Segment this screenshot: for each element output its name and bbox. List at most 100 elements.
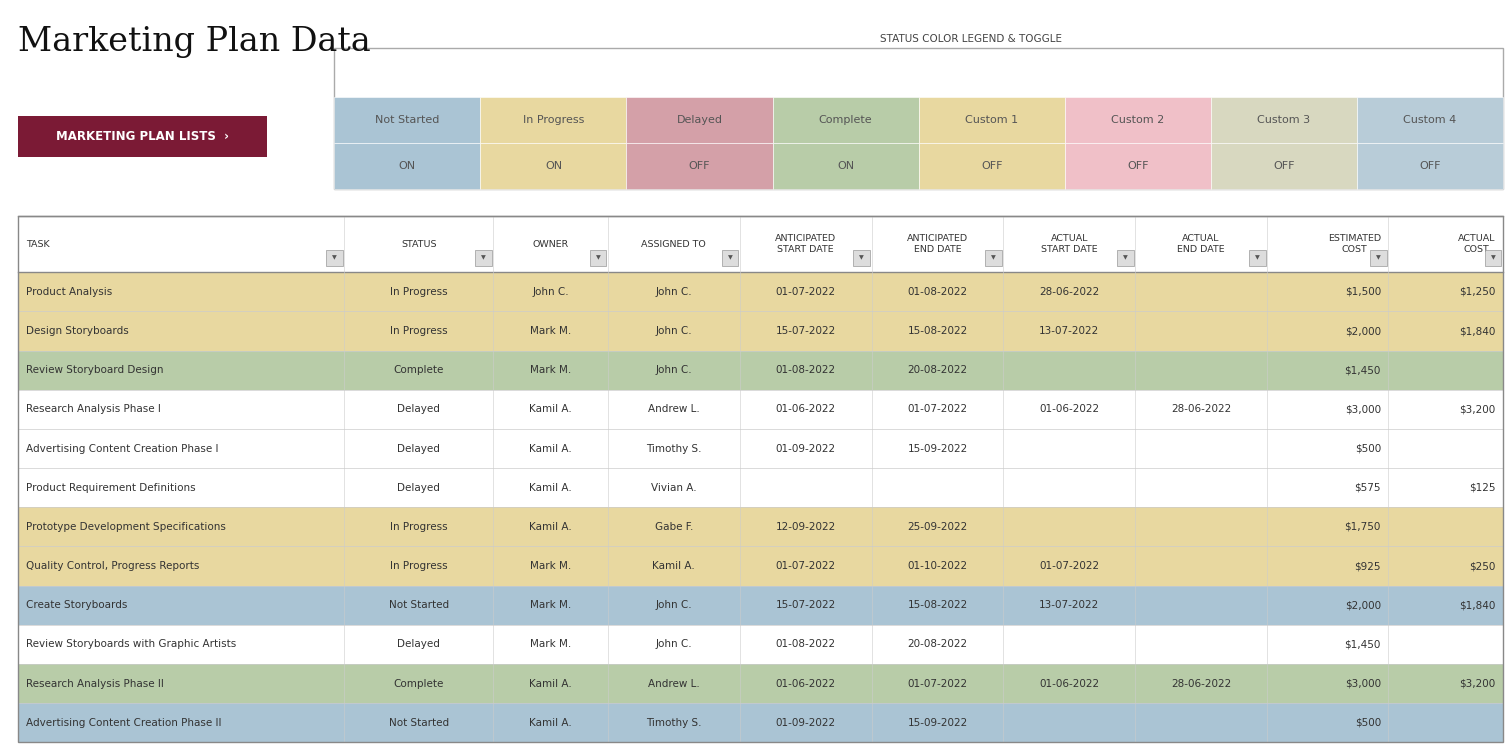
- Text: 01-07-2022: 01-07-2022: [776, 561, 836, 571]
- Text: Advertising Content Creation Phase II: Advertising Content Creation Phase II: [26, 718, 221, 727]
- FancyBboxPatch shape: [18, 312, 1503, 351]
- Text: 01-06-2022: 01-06-2022: [1039, 404, 1099, 414]
- Text: 28-06-2022: 28-06-2022: [1039, 287, 1099, 297]
- Text: $250: $250: [1468, 561, 1495, 571]
- Text: $1,450: $1,450: [1345, 366, 1381, 375]
- Text: 15-09-2022: 15-09-2022: [907, 718, 967, 727]
- Text: Marketing Plan Data: Marketing Plan Data: [18, 26, 370, 58]
- Text: Custom 2: Custom 2: [1111, 115, 1164, 125]
- FancyBboxPatch shape: [1357, 97, 1503, 143]
- Text: ▼: ▼: [860, 256, 864, 260]
- Text: In Progress: In Progress: [390, 522, 447, 532]
- Text: 12-09-2022: 12-09-2022: [776, 522, 836, 532]
- Text: ACTUAL
START DATE: ACTUAL START DATE: [1041, 234, 1098, 254]
- Text: $1,840: $1,840: [1459, 326, 1495, 336]
- Text: John C.: John C.: [655, 639, 693, 649]
- Text: ▼: ▼: [991, 256, 995, 260]
- Text: Product Analysis: Product Analysis: [26, 287, 111, 297]
- Text: Delayed: Delayed: [398, 639, 440, 649]
- Text: 01-08-2022: 01-08-2022: [776, 639, 836, 649]
- Text: ▼: ▼: [482, 256, 486, 260]
- Text: $1,450: $1,450: [1345, 639, 1381, 649]
- Text: OFF: OFF: [1419, 161, 1441, 172]
- FancyBboxPatch shape: [626, 97, 773, 143]
- FancyBboxPatch shape: [919, 97, 1065, 143]
- FancyBboxPatch shape: [18, 546, 1503, 586]
- Text: ON: ON: [837, 161, 854, 172]
- Text: Mark M.: Mark M.: [530, 639, 571, 649]
- Text: 20-08-2022: 20-08-2022: [908, 366, 967, 375]
- Text: Delayed: Delayed: [398, 444, 440, 454]
- Text: Timothy S.: Timothy S.: [646, 718, 702, 727]
- FancyBboxPatch shape: [1485, 250, 1501, 266]
- Text: Delayed: Delayed: [398, 483, 440, 492]
- Text: $1,250: $1,250: [1459, 287, 1495, 297]
- Text: John C.: John C.: [655, 326, 693, 336]
- FancyBboxPatch shape: [919, 143, 1065, 189]
- Text: $1,500: $1,500: [1345, 287, 1381, 297]
- Text: Mark M.: Mark M.: [530, 326, 571, 336]
- Text: Delayed: Delayed: [398, 404, 440, 414]
- Text: 15-08-2022: 15-08-2022: [907, 326, 967, 336]
- Text: Not Started: Not Started: [389, 601, 449, 610]
- FancyBboxPatch shape: [1065, 143, 1211, 189]
- FancyBboxPatch shape: [327, 250, 343, 266]
- FancyBboxPatch shape: [18, 507, 1503, 546]
- Text: ▼: ▼: [1254, 256, 1259, 260]
- FancyBboxPatch shape: [480, 97, 626, 143]
- Text: Timothy S.: Timothy S.: [646, 444, 702, 454]
- FancyBboxPatch shape: [18, 351, 1503, 389]
- Text: $500: $500: [1355, 444, 1381, 454]
- Text: Review Storyboard Design: Review Storyboard Design: [26, 366, 163, 375]
- FancyBboxPatch shape: [18, 272, 1503, 312]
- FancyBboxPatch shape: [1211, 143, 1357, 189]
- Text: $3,000: $3,000: [1345, 404, 1381, 414]
- Text: Quality Control, Progress Reports: Quality Control, Progress Reports: [26, 561, 199, 571]
- Text: ANTICIPATED
START DATE: ANTICIPATED START DATE: [776, 234, 836, 254]
- FancyBboxPatch shape: [18, 468, 1503, 507]
- Text: 01-06-2022: 01-06-2022: [776, 404, 836, 414]
- FancyBboxPatch shape: [721, 250, 738, 266]
- Text: In Progress: In Progress: [390, 561, 447, 571]
- FancyBboxPatch shape: [18, 389, 1503, 429]
- FancyBboxPatch shape: [854, 250, 870, 266]
- Text: John C.: John C.: [532, 287, 569, 297]
- FancyBboxPatch shape: [626, 143, 773, 189]
- Text: Andrew L.: Andrew L.: [648, 679, 700, 689]
- FancyBboxPatch shape: [18, 586, 1503, 624]
- Text: Delayed: Delayed: [676, 115, 723, 125]
- Text: Custom 1: Custom 1: [965, 115, 1018, 125]
- Text: ▼: ▼: [331, 256, 337, 260]
- Text: OFF: OFF: [980, 161, 1003, 172]
- Text: Kamil A.: Kamil A.: [529, 444, 572, 454]
- Text: TASK: TASK: [26, 239, 50, 249]
- Text: Research Analysis Phase I: Research Analysis Phase I: [26, 404, 161, 414]
- Text: $3,200: $3,200: [1459, 404, 1495, 414]
- Text: ▼: ▼: [1491, 256, 1495, 260]
- Text: ▼: ▼: [1376, 256, 1381, 260]
- Text: Not Started: Not Started: [375, 115, 440, 125]
- Text: OFF: OFF: [1126, 161, 1149, 172]
- Text: John C.: John C.: [655, 366, 693, 375]
- Text: 01-10-2022: 01-10-2022: [908, 561, 967, 571]
- Text: 20-08-2022: 20-08-2022: [908, 639, 967, 649]
- Text: $3,000: $3,000: [1345, 679, 1381, 689]
- FancyBboxPatch shape: [1117, 250, 1134, 266]
- Text: Advertising Content Creation Phase I: Advertising Content Creation Phase I: [26, 444, 218, 454]
- FancyBboxPatch shape: [18, 703, 1503, 742]
- Text: OWNER: OWNER: [533, 239, 569, 249]
- Text: 15-07-2022: 15-07-2022: [776, 601, 836, 610]
- Text: ACTUAL
COST: ACTUAL COST: [1458, 234, 1495, 254]
- Text: Kamil A.: Kamil A.: [529, 679, 572, 689]
- FancyBboxPatch shape: [334, 143, 480, 189]
- Text: 01-07-2022: 01-07-2022: [908, 679, 967, 689]
- Text: Vivian A.: Vivian A.: [651, 483, 697, 492]
- FancyBboxPatch shape: [476, 250, 492, 266]
- Text: 01-09-2022: 01-09-2022: [776, 444, 836, 454]
- FancyBboxPatch shape: [773, 143, 919, 189]
- Text: 15-08-2022: 15-08-2022: [907, 601, 967, 610]
- Text: Gabe F.: Gabe F.: [655, 522, 693, 532]
- Text: Kamil A.: Kamil A.: [652, 561, 696, 571]
- Text: ASSIGNED TO: ASSIGNED TO: [642, 239, 706, 249]
- Text: 01-06-2022: 01-06-2022: [1039, 679, 1099, 689]
